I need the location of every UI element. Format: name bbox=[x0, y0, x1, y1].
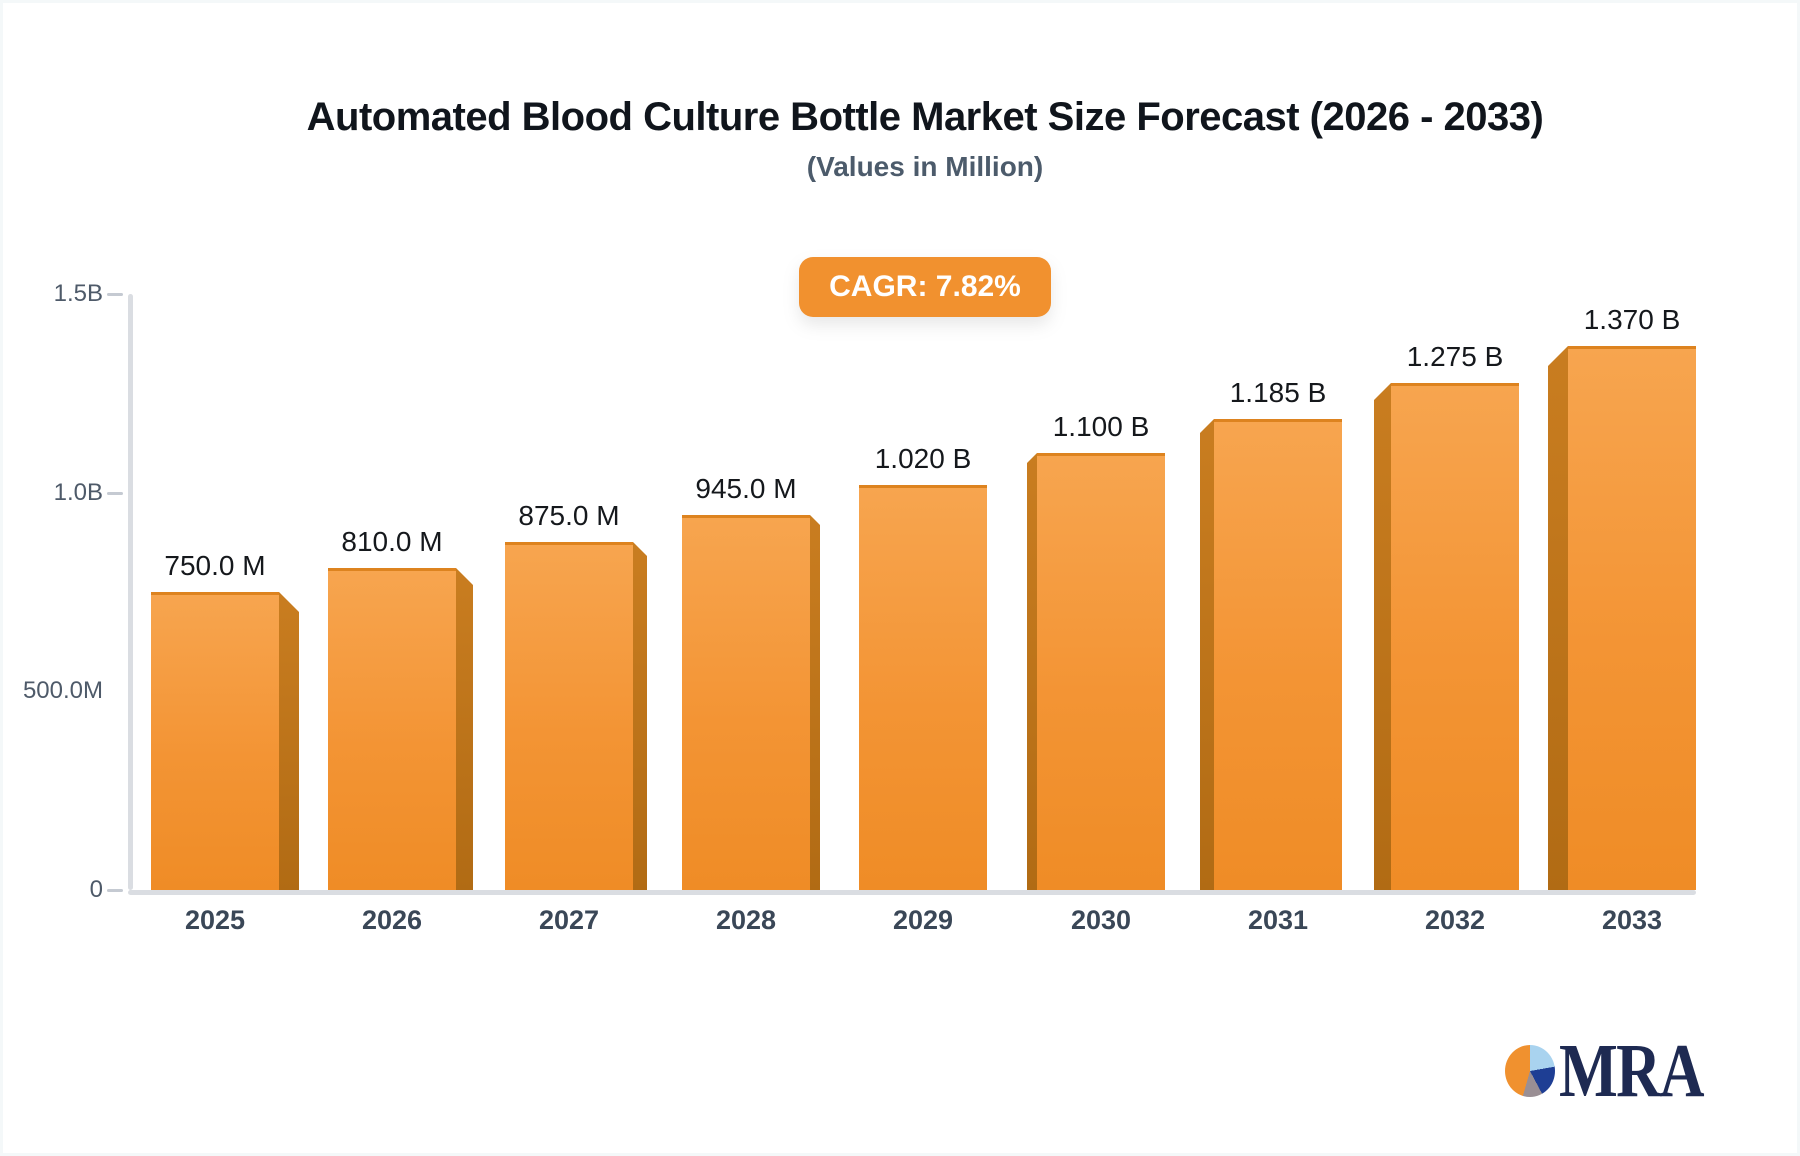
bar-2026 bbox=[328, 568, 456, 890]
bar-side-2025 bbox=[279, 592, 299, 890]
y-tick-mark bbox=[107, 492, 123, 495]
bar-value-label-2033: 1.370 B bbox=[1583, 304, 1681, 335]
bar-value-label-2028: 945.0 M bbox=[695, 473, 797, 504]
bar-2028 bbox=[682, 515, 810, 890]
cagr-badge-row: CAGR: 7.82% bbox=[53, 257, 1797, 317]
bar-value-label-2031: 1.185 B bbox=[1229, 377, 1327, 408]
chart-title: Automated Blood Culture Bottle Market Si… bbox=[306, 95, 1544, 139]
bar-side-2030 bbox=[1027, 453, 1037, 890]
y-axis-line bbox=[128, 294, 133, 890]
bar-value-label-2032: 1.275 B bbox=[1406, 341, 1504, 372]
x-tick-label-2030: 2030 bbox=[1070, 905, 1132, 935]
y-tick-mark bbox=[107, 889, 123, 892]
bar-2032 bbox=[1391, 383, 1519, 890]
y-tick-label-1: 1.0B bbox=[53, 479, 103, 506]
x-tick-label-2027: 2027 bbox=[538, 905, 600, 935]
x-tick-label-2025: 2025 bbox=[184, 905, 246, 935]
cagr-badge: CAGR: 7.82% bbox=[799, 257, 1051, 317]
mra-logo: MRA bbox=[1505, 1029, 1735, 1113]
y-tick-mark bbox=[107, 293, 123, 296]
x-axis-line bbox=[128, 890, 1696, 895]
logo-text: MRA bbox=[1559, 1029, 1705, 1113]
x-tick-label-2033: 2033 bbox=[1601, 905, 1663, 935]
y-tick-label-3: 0 bbox=[89, 876, 103, 903]
chart-subtitle: (Values in Million) bbox=[806, 151, 1044, 182]
x-tick-label-2026: 2026 bbox=[361, 905, 423, 935]
bar-value-label-2029: 1.020 B bbox=[874, 443, 972, 474]
bar-value-label-2030: 1.100 B bbox=[1052, 411, 1150, 442]
x-tick-label-2028: 2028 bbox=[715, 905, 777, 935]
x-tick-label-2029: 2029 bbox=[892, 905, 954, 935]
bar-side-2031 bbox=[1200, 419, 1214, 890]
bar-2030 bbox=[1037, 453, 1165, 890]
bar-side-2028 bbox=[810, 515, 820, 890]
bar-2029 bbox=[859, 485, 987, 890]
pie-chart-icon bbox=[1505, 1045, 1555, 1097]
bar-side-2032 bbox=[1374, 383, 1391, 890]
y-tick-label-0: 1.5B bbox=[53, 280, 103, 307]
bar-side-2033 bbox=[1548, 346, 1568, 890]
bar-2031 bbox=[1214, 419, 1342, 890]
bar-value-label-2026: 810.0 M bbox=[341, 526, 443, 557]
bar-2033 bbox=[1568, 346, 1696, 890]
bar-side-2026 bbox=[456, 568, 473, 890]
x-tick-label-2031: 2031 bbox=[1247, 905, 1309, 935]
bar-value-label-2025: 750.0 M bbox=[164, 550, 266, 581]
y-tick-label-2: 500.0M bbox=[22, 677, 103, 704]
x-tick-label-2032: 2032 bbox=[1424, 905, 1486, 935]
bar-value-label-2027: 875.0 M bbox=[518, 500, 620, 531]
bar-2025 bbox=[151, 592, 279, 890]
bar-2027 bbox=[505, 542, 633, 890]
bar-side-2027 bbox=[633, 542, 647, 890]
